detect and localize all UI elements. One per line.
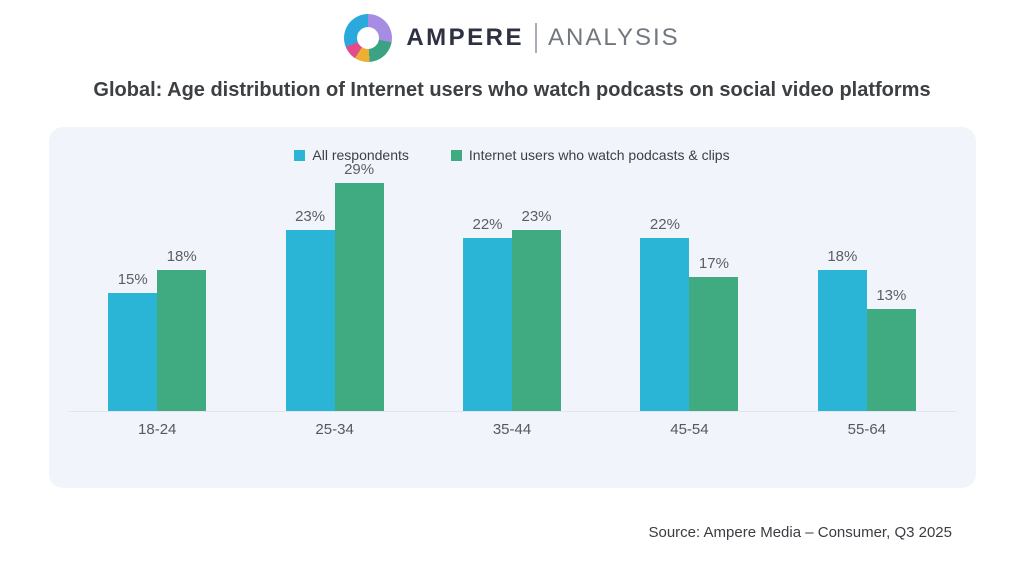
bar-group-55-64: 18% 13% — [778, 163, 955, 411]
bar-wrap: 13% — [866, 287, 916, 411]
x-axis-labels: 18-24 25-34 35-44 45-54 55-64 — [69, 421, 956, 438]
category-label-18-24: 18-24 — [138, 421, 177, 438]
bar-wrap: 23% — [285, 208, 335, 411]
bar-group-25-34: 23% 29% — [246, 161, 423, 411]
category-label-35-44: 35-44 — [492, 421, 532, 438]
bar-35-44-series-1 — [512, 230, 562, 411]
category-label-25-34: 25-34 — [315, 421, 354, 438]
bar-25-34-series-1 — [334, 183, 384, 411]
bar-wrap: 23% — [512, 208, 562, 411]
legend-label: Internet users who watch podcasts & clip… — [468, 147, 730, 163]
bar-value-label: 22% — [649, 216, 680, 233]
bar-wrap: 29% — [334, 161, 384, 411]
bar-45-54-series-1 — [689, 277, 739, 411]
brand-header: AMPERE ANALYSIS — [0, 0, 1024, 63]
category-label-45-54: 45-54 — [670, 421, 709, 438]
bar-value-label: 22% — [472, 216, 503, 233]
bar-value-label: 13% — [876, 287, 907, 304]
bar-value-label: 23% — [521, 208, 552, 225]
bar-value-label: 15% — [117, 271, 148, 288]
legend-item-0: All respondents — [294, 147, 409, 163]
bar-55-64-series-0 — [817, 270, 867, 411]
bar-wrap: 17% — [689, 255, 739, 411]
source-note: Source: Ampere Media – Consumer, Q3 2025 — [648, 524, 952, 541]
legend-item-1: Internet users who watch podcasts & clip… — [450, 147, 730, 163]
bar-group-35-44: 22% 23% — [423, 163, 600, 411]
brand-name: AMPERE — [406, 24, 525, 51]
bar-18-24-series-0 — [108, 293, 158, 411]
chart-legend: All respondents Internet users who watch … — [69, 127, 956, 163]
bar-value-label: 18% — [166, 248, 197, 265]
category-label-55-64: 55-64 — [847, 421, 887, 438]
bar-wrap: 18% — [157, 248, 207, 411]
bar-wrap: 22% — [463, 216, 513, 411]
bar-group-45-54: 22% 17% — [601, 163, 778, 411]
legend-swatch-icon — [294, 149, 306, 161]
bar-45-54-series-0 — [640, 238, 690, 411]
bar-chart-plot-area: 15% 18% 23% 29% 22% 23% 22% 17% 18% 13% — [68, 161, 956, 412]
legend-label: All respondents — [312, 147, 409, 163]
bar-55-64-series-1 — [866, 309, 916, 411]
brand-wordmark: AMPERE ANALYSIS — [406, 23, 679, 53]
bar-group-18-24: 15% 18% — [69, 163, 246, 411]
chart-title: Global: Age distribution of Internet use… — [93, 79, 931, 101]
brand-separator — [535, 23, 538, 53]
legend-swatch-icon — [450, 149, 462, 161]
bar-wrap: 15% — [108, 271, 158, 411]
chart-panel: All respondents Internet users who watch … — [48, 127, 976, 488]
bar-wrap: 22% — [640, 216, 690, 411]
ampere-donut-logo-icon — [344, 14, 393, 62]
brand-suffix: ANALYSIS — [548, 24, 680, 51]
bar-35-44-series-0 — [463, 238, 513, 411]
bar-wrap: 18% — [817, 248, 867, 411]
bar-value-label: 17% — [698, 255, 729, 272]
bar-25-34-series-0 — [285, 230, 335, 411]
bar-value-label: 29% — [344, 161, 375, 178]
bar-18-24-series-1 — [157, 270, 207, 411]
bar-value-label: 23% — [295, 208, 326, 225]
bar-value-label: 18% — [827, 248, 858, 265]
